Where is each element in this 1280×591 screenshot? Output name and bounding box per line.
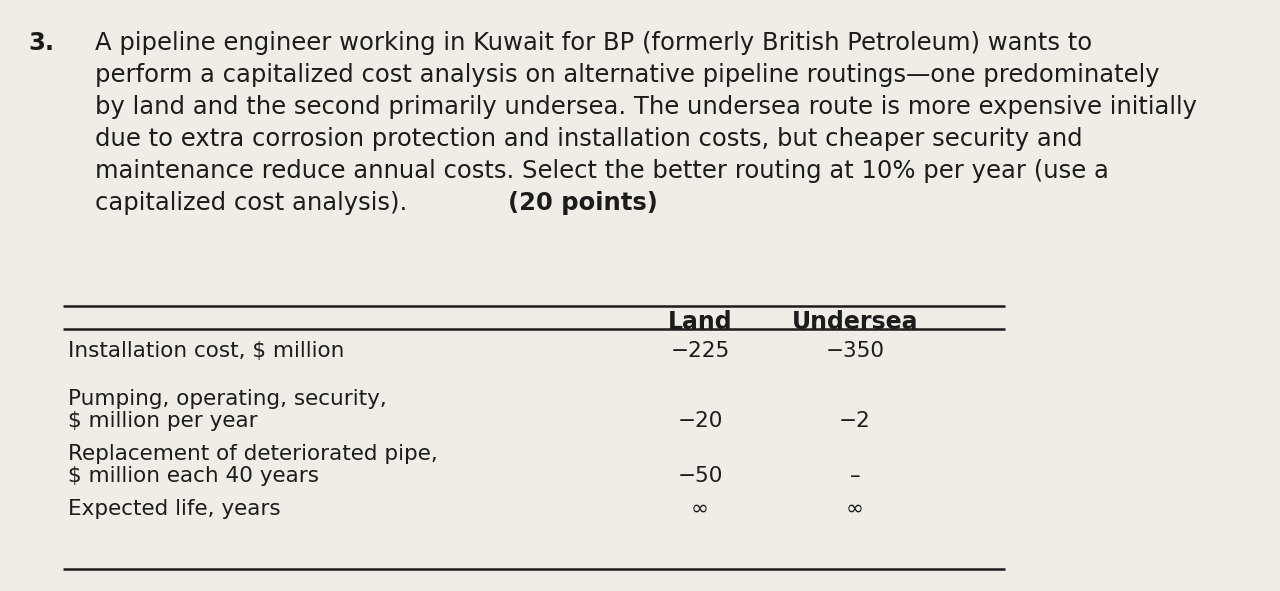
Text: Land: Land [668,310,732,334]
Text: maintenance reduce annual costs. Select the better routing at 10% per year (use : maintenance reduce annual costs. Select … [95,159,1108,183]
Text: –: – [850,466,860,486]
Text: ∞: ∞ [846,499,864,519]
Text: Expected life, years: Expected life, years [68,499,280,519]
Text: −20: −20 [677,411,723,431]
Text: 3.: 3. [28,31,54,55]
Text: Undersea: Undersea [792,310,918,334]
Text: $ million each 40 years: $ million each 40 years [68,466,319,486]
Text: ∞: ∞ [691,499,709,519]
Text: Pumping, operating, security,: Pumping, operating, security, [68,389,387,409]
Text: perform a capitalized cost analysis on alternative pipeline routings—one predomi: perform a capitalized cost analysis on a… [95,63,1160,87]
Text: −350: −350 [826,341,884,361]
Text: due to extra corrosion protection and installation costs, but cheaper security a: due to extra corrosion protection and in… [95,127,1083,151]
Text: (20 points): (20 points) [508,191,658,215]
Text: A pipeline engineer working in Kuwait for BP (formerly British Petroleum) wants : A pipeline engineer working in Kuwait fo… [95,31,1092,55]
Text: Replacement of deteriorated pipe,: Replacement of deteriorated pipe, [68,444,438,464]
Text: −50: −50 [677,466,723,486]
Text: Installation cost, $ million: Installation cost, $ million [68,341,344,361]
Text: −2: −2 [840,411,870,431]
Text: −225: −225 [671,341,730,361]
Text: $ million per year: $ million per year [68,411,257,431]
Text: by land and the second primarily undersea. The undersea route is more expensive : by land and the second primarily underse… [95,95,1197,119]
Text: capitalized cost analysis).: capitalized cost analysis). [95,191,415,215]
